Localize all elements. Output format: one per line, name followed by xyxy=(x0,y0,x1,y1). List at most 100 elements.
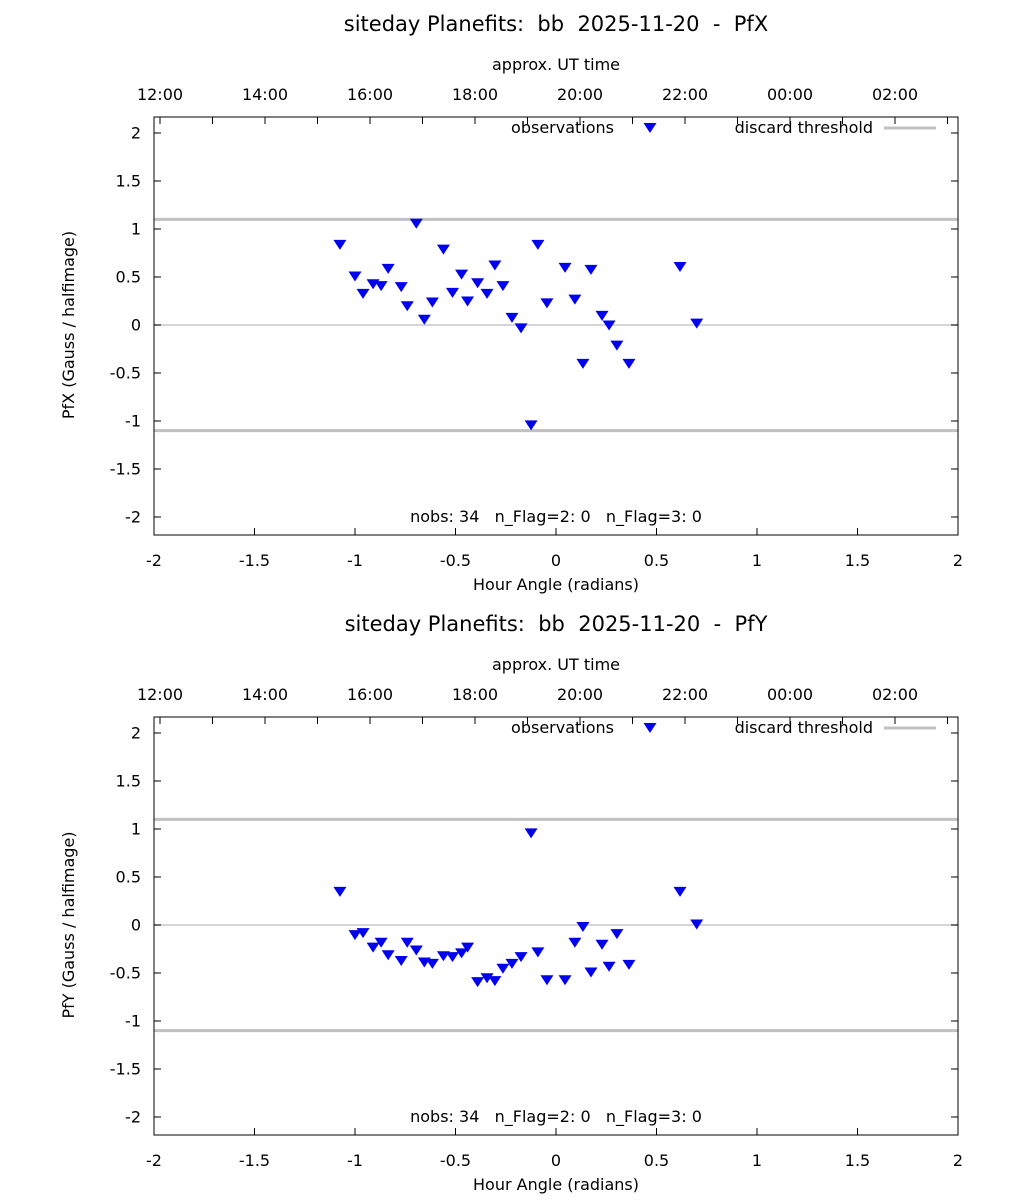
ut-tick-label: 22:00 xyxy=(662,685,708,704)
pfy-chart: -2 -1.5 -1 -0.5 0 0.5 1 1.5 2 2 1.5 1 0.5 0 -0.5 -1 -1.5… xyxy=(0,600,1024,1200)
data-point-marker xyxy=(602,961,616,972)
y-tick-label: 1.5 xyxy=(116,172,141,191)
data-point-marker xyxy=(540,298,554,309)
y-tick-label: -0.5 xyxy=(110,364,141,383)
ut-axis-label: approx. UT time xyxy=(492,55,620,74)
data-point-marker xyxy=(356,928,370,939)
x-tick-label: 1.5 xyxy=(845,1151,870,1170)
ut-tick-label: 18:00 xyxy=(452,685,498,704)
ut-tick-label: 16:00 xyxy=(347,85,393,104)
data-point-marker xyxy=(381,263,395,274)
data-point-marker xyxy=(425,958,439,969)
data-point-marker xyxy=(400,937,414,948)
y-axis-label: PfY (Gauss / halfimage) xyxy=(59,831,78,1018)
x-tick-label: 2 xyxy=(953,551,963,570)
plot-border xyxy=(153,716,959,1136)
data-point-marker xyxy=(505,958,519,969)
data-point-marker xyxy=(455,948,469,959)
y-tick-label: 0 xyxy=(131,916,141,935)
chart-title: siteday Planefits: bb 2025-11-20 - PfX xyxy=(344,12,768,36)
chart-svg: -2 -1.5 -1 -0.5 0 0.5 1 1.5 2 2 1.5 1 0.5 0 -0.5 -1 -1.5… xyxy=(59,12,963,594)
y-axis-label: PfX (Gauss / halfimage) xyxy=(59,231,78,419)
y-tick-label: -2 xyxy=(125,1108,141,1127)
ut-tick-label: 02:00 xyxy=(872,85,918,104)
data-point-marker xyxy=(436,244,450,255)
nobs-annotation: nobs: 34 n_Flag=2: 0 n_Flag=3: 0 xyxy=(410,1107,702,1127)
x-tick-label: -1.5 xyxy=(239,551,270,570)
data-point-marker xyxy=(584,264,598,275)
ut-tick-label: 14:00 xyxy=(242,685,288,704)
ut-tick-label: 12:00 xyxy=(137,85,183,104)
x-tick-label: -2 xyxy=(146,551,162,570)
y-tick-label: -0.5 xyxy=(110,964,141,983)
y-tick-label: 1 xyxy=(131,820,141,839)
x-tick-label: 0 xyxy=(551,1151,561,1170)
data-point-marker xyxy=(602,320,616,331)
data-point-marker xyxy=(514,952,528,963)
y-tick-label: -1.5 xyxy=(110,1060,141,1079)
data-point-marker xyxy=(610,340,624,351)
ut-tick-label: 14:00 xyxy=(242,85,288,104)
data-point-marker xyxy=(461,942,475,953)
y-tick-label: 0 xyxy=(131,316,141,335)
ut-tick-label: 22:00 xyxy=(662,85,708,104)
data-point-marker xyxy=(348,930,362,941)
data-point-marker xyxy=(348,271,362,282)
y-tick-label: -1.5 xyxy=(110,460,141,479)
data-point-marker xyxy=(488,976,502,987)
data-point-marker xyxy=(333,239,347,250)
data-point-marker xyxy=(576,358,590,369)
legend-threshold-label: discard threshold xyxy=(735,718,873,737)
ut-tick-label: 00:00 xyxy=(767,685,813,704)
data-point-marker xyxy=(540,975,554,986)
data-point-marker xyxy=(374,937,388,948)
data-point-marker xyxy=(558,975,572,986)
x-axis-label: Hour Angle (radians) xyxy=(473,1175,639,1194)
y-tick-label: -1 xyxy=(125,412,141,431)
y-tick-label: 0.5 xyxy=(116,868,141,887)
ut-tick-label: 02:00 xyxy=(872,685,918,704)
data-point-marker xyxy=(455,269,469,280)
triangle-down-icon xyxy=(643,123,657,133)
data-point-marker xyxy=(461,296,475,307)
data-point-marker xyxy=(576,921,590,932)
y-tick-label: 1.5 xyxy=(116,772,141,791)
ut-tick-label: 20:00 xyxy=(557,85,603,104)
x-tick-label: 0.5 xyxy=(644,1151,669,1170)
data-point-marker xyxy=(496,281,510,292)
data-point-marker xyxy=(488,260,502,271)
data-point-marker xyxy=(531,239,545,250)
ut-tick-label: 18:00 xyxy=(452,85,498,104)
x-tick-label: -1 xyxy=(347,1151,363,1170)
data-point-marker xyxy=(584,967,598,978)
pfx-chart: -2 -1.5 -1 -0.5 0 0.5 1 1.5 2 2 1.5 1 0.5 0 -0.5 -1 -1.5… xyxy=(0,0,1024,600)
x-tick-label: -1 xyxy=(347,551,363,570)
data-point-marker xyxy=(409,218,423,229)
data-point-marker xyxy=(505,312,519,323)
x-tick-label: -2 xyxy=(146,1151,162,1170)
data-point-marker xyxy=(471,278,485,289)
data-point-marker xyxy=(595,939,609,950)
data-point-marker xyxy=(425,297,439,308)
data-point-marker xyxy=(445,952,459,963)
data-point-marker xyxy=(445,287,459,298)
data-point-marker xyxy=(496,963,510,974)
data-point-marker xyxy=(558,262,572,273)
data-point-marker xyxy=(333,886,347,897)
y-tick-label: -1 xyxy=(125,1012,141,1031)
data-point-marker xyxy=(480,288,494,299)
data-point-marker xyxy=(417,314,431,325)
x-tick-label: 1.5 xyxy=(845,551,870,570)
x-tick-label: 2 xyxy=(953,1151,963,1170)
y-tick-label: 0.5 xyxy=(116,268,141,287)
data-point-marker xyxy=(531,947,545,958)
data-point-marker xyxy=(673,886,687,897)
legend-observations-label: observations xyxy=(511,718,614,737)
x-axis-label: Hour Angle (radians) xyxy=(473,575,639,594)
data-point-marker xyxy=(622,358,636,369)
data-point-marker xyxy=(524,828,538,839)
y-tick-label: -2 xyxy=(125,508,141,527)
data-point-marker xyxy=(690,919,704,930)
data-point-marker xyxy=(381,950,395,961)
x-tick-label: -1.5 xyxy=(239,1151,270,1170)
